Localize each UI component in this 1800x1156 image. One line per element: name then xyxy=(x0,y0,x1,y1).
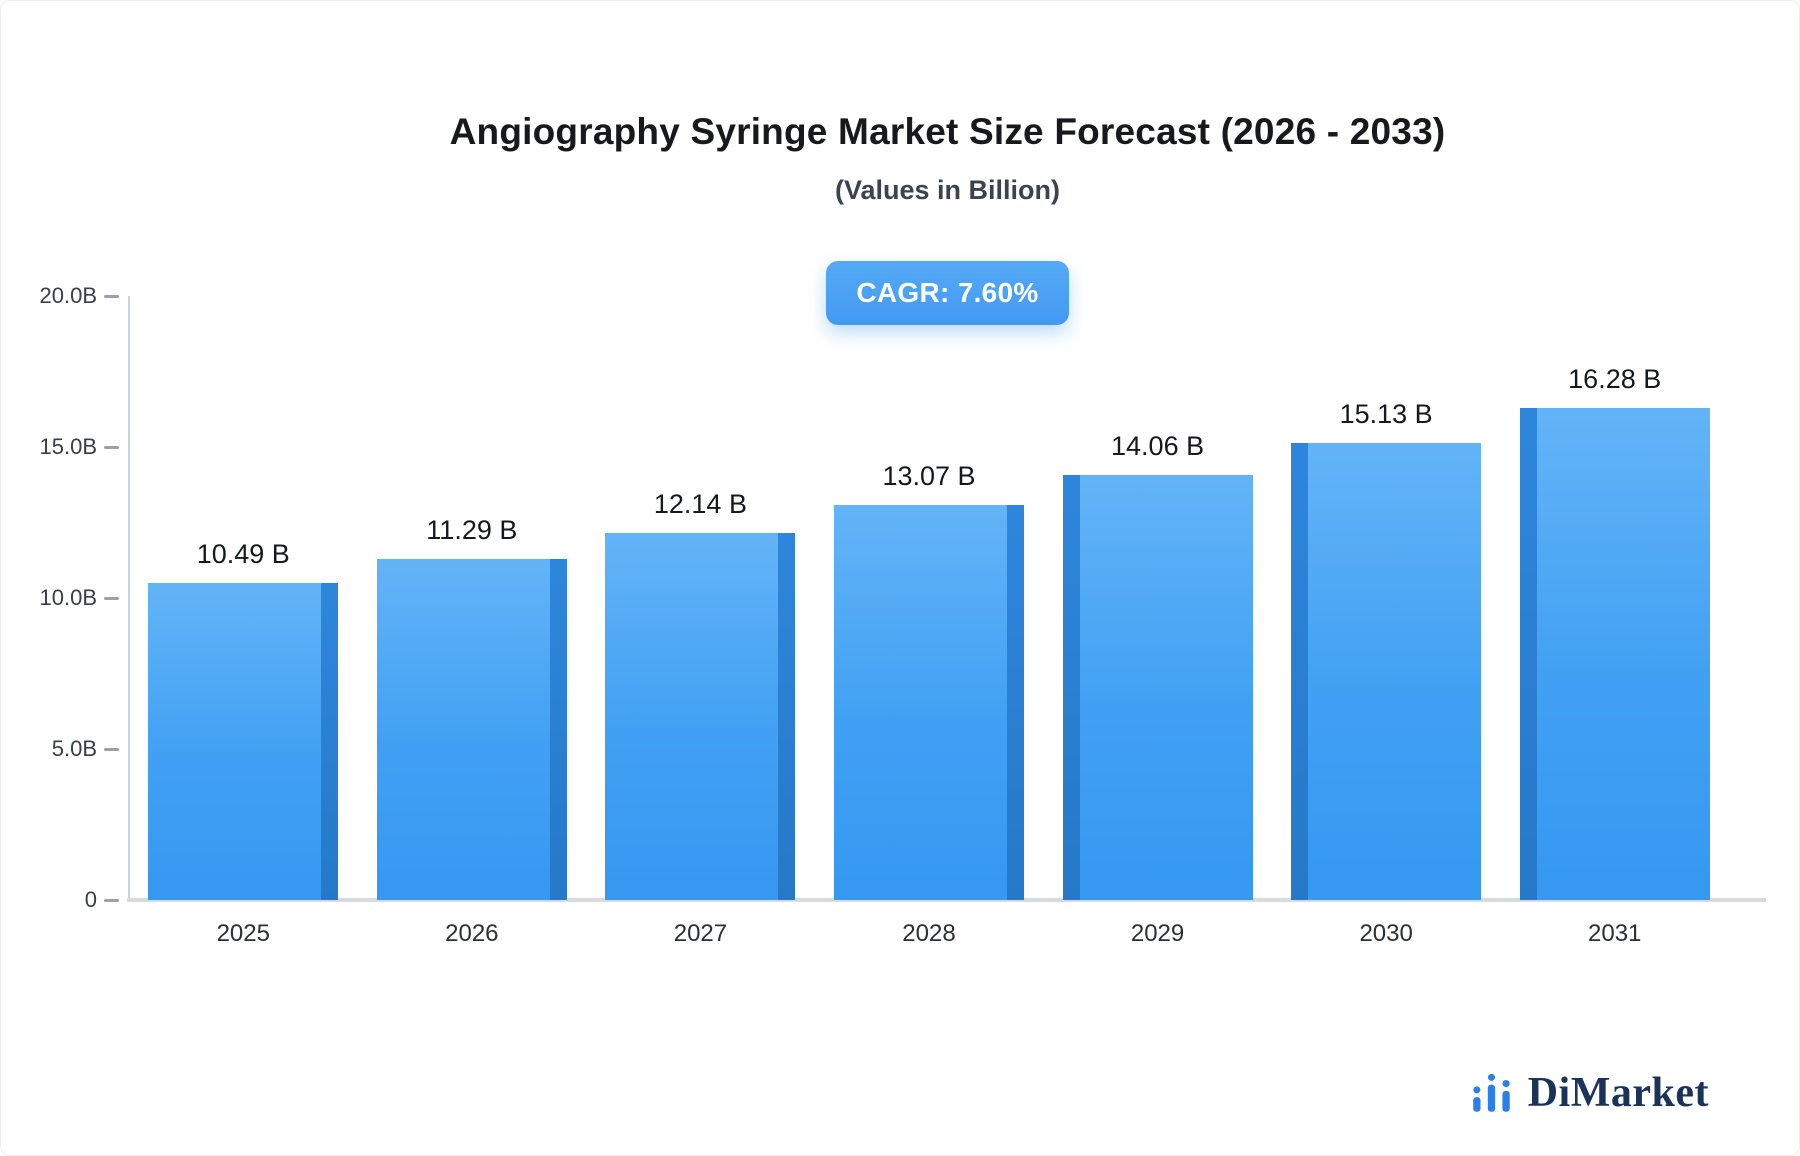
x-axis-label: 2028 xyxy=(902,920,956,947)
x-axis-label: 2030 xyxy=(1359,920,1413,947)
x-axis-label: 2027 xyxy=(673,920,728,947)
bar-face xyxy=(1079,475,1253,900)
bar-2031 xyxy=(1519,408,1710,900)
bar-value-label: 11.29 B xyxy=(426,515,518,546)
y-tick-mark xyxy=(104,898,119,902)
y-tick-mark xyxy=(104,294,119,298)
bar-2027 xyxy=(605,533,796,900)
bar-2030 xyxy=(1291,443,1482,900)
bar-value-label: 10.49 B xyxy=(196,539,290,570)
x-axis-label: 2029 xyxy=(1130,920,1185,947)
bar-side-shadow xyxy=(1519,408,1537,900)
plot-area: 20.0B 15.0B 10.0B 5.0B 0 10.49 B 2025 11.29 B 20… xyxy=(40,283,1766,947)
bar-side-shadow xyxy=(1007,505,1024,900)
y-tick-mark xyxy=(104,596,119,600)
y-tick-label: 0 xyxy=(84,887,97,912)
bar-face xyxy=(605,533,779,900)
x-axis-line xyxy=(127,898,1766,902)
cagr-badge: CAGR: 7.60% xyxy=(826,261,1069,325)
y-tick-label: 20.0B xyxy=(39,283,98,308)
bar-value-label: 12.14 B xyxy=(653,489,747,520)
dimarket-logo-text: DiMarket xyxy=(1527,1070,1709,1116)
bar-side-shadow xyxy=(778,533,796,900)
x-axis-label: 2026 xyxy=(445,920,499,947)
bar-face xyxy=(148,583,322,900)
y-tick-label: 5.0B xyxy=(51,736,97,761)
bar-2029 xyxy=(1062,475,1253,900)
y-tick-mark xyxy=(104,747,119,751)
y-tick-mark xyxy=(104,445,119,449)
y-tick-label: 10.0B xyxy=(39,585,98,610)
bar-2025 xyxy=(148,583,339,900)
bar-side-shadow xyxy=(321,583,339,900)
bar-face xyxy=(376,559,550,900)
page-title: Angiography Syringe Market Size Forecast… xyxy=(449,111,1446,152)
bar-2028 xyxy=(834,505,1024,900)
bar-face xyxy=(834,505,1007,900)
y-tick-label: 15.0B xyxy=(39,434,98,459)
bar-side-shadow xyxy=(1062,475,1080,900)
bar-face xyxy=(1308,443,1482,900)
x-axis-label: 2031 xyxy=(1588,920,1642,947)
bar-value-label: 15.13 B xyxy=(1339,399,1433,430)
chart-subtitle: (Values in Billion) xyxy=(834,175,1061,205)
cagr-badge-row: CAGR: 7.60% xyxy=(129,261,1766,325)
dimarket-logo: DiMarket xyxy=(1468,1069,1709,1117)
bar-value-label: 16.28 B xyxy=(1568,364,1662,395)
bar-face xyxy=(1536,408,1710,900)
dimarket-logo-icon xyxy=(1472,1073,1510,1112)
bar-2026 xyxy=(376,559,567,900)
x-axis-label: 2025 xyxy=(216,920,270,947)
bar-value-label: 14.06 B xyxy=(1111,431,1205,462)
bar-value-label: 13.07 B xyxy=(882,461,976,492)
bar-side-shadow xyxy=(549,559,567,900)
bar-side-shadow xyxy=(1291,443,1309,900)
